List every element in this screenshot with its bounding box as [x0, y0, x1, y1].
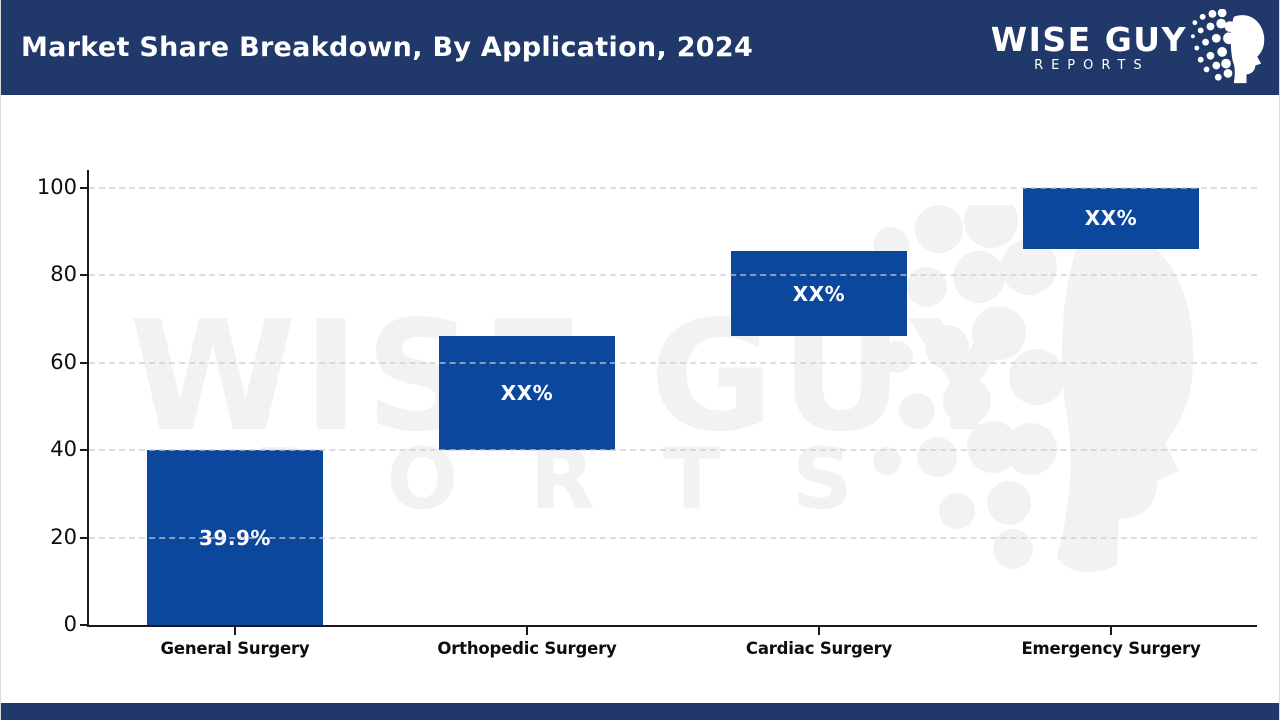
y-axis-tick-40 [80, 449, 88, 451]
x-axis-line [87, 625, 1257, 627]
logo-text: WISE GUY REPORTS [991, 23, 1187, 72]
footer-bar [1, 703, 1279, 720]
watermark-dot-face-graphic [869, 205, 1194, 572]
bar-value-label-cardiac-surgery: XX% [792, 281, 846, 306]
bar-orthopedic-surgery: XX% [439, 336, 615, 450]
logo-wordmark: WISE GUY [990, 20, 1187, 59]
y-axis-tick-label: 0 [63, 612, 77, 636]
x-axis-tick-cardiac-surgery [818, 627, 820, 635]
x-axis-category-label-emergency-surgery: Emergency Surgery [1021, 639, 1201, 658]
x-axis-tick-emergency-surgery [1110, 627, 1112, 635]
y-axis-tick-20 [80, 536, 88, 539]
bar-value-label-emergency-surgery: XX% [1084, 206, 1138, 231]
y-axis-tick-label: 100 [36, 174, 77, 199]
logo-subtext: REPORTS [1034, 58, 1150, 73]
page-title: Market Share Breakdown, By Application, … [21, 32, 754, 63]
gridline-40 [89, 449, 1257, 451]
bar-emergency-surgery: XX% [1023, 187, 1199, 249]
y-axis-tick-80 [80, 274, 88, 276]
x-axis-category-label-cardiac-surgery: Cardiac Surgery [745, 639, 893, 658]
gridline-20 [89, 536, 1257, 539]
bar-cardiac-surgery: XX% [731, 250, 907, 337]
y-axis-tick-60 [80, 361, 88, 364]
gridline-80 [89, 274, 1257, 276]
gridline-60 [89, 361, 1257, 364]
logo-dot-face-icon [1190, 8, 1265, 83]
gridline-100 [89, 186, 1257, 189]
x-axis-category-label-general-surgery: General Surgery [160, 639, 310, 658]
x-axis-tick-general-surgery [234, 627, 236, 635]
x-axis-category-label-orthopedic-surgery: Orthopedic Surgery [437, 639, 617, 658]
bar-value-label-orthopedic-surgery: XX% [500, 381, 554, 406]
header-bar: Market Share Breakdown, By Application, … [1, 0, 1279, 95]
x-axis-tick-orthopedic-surgery [526, 627, 528, 635]
y-axis-line [87, 170, 89, 627]
y-axis-tick-100 [80, 186, 88, 189]
y-axis-tick-label: 60 [50, 349, 77, 374]
y-axis-tick-0 [80, 624, 88, 626]
wise-guy-reports-logo: WISE GUY REPORTS [991, 8, 1279, 87]
y-axis-tick-label: 80 [50, 262, 77, 286]
y-axis-tick-label: 40 [50, 437, 77, 461]
y-axis-tick-label: 20 [50, 524, 77, 549]
